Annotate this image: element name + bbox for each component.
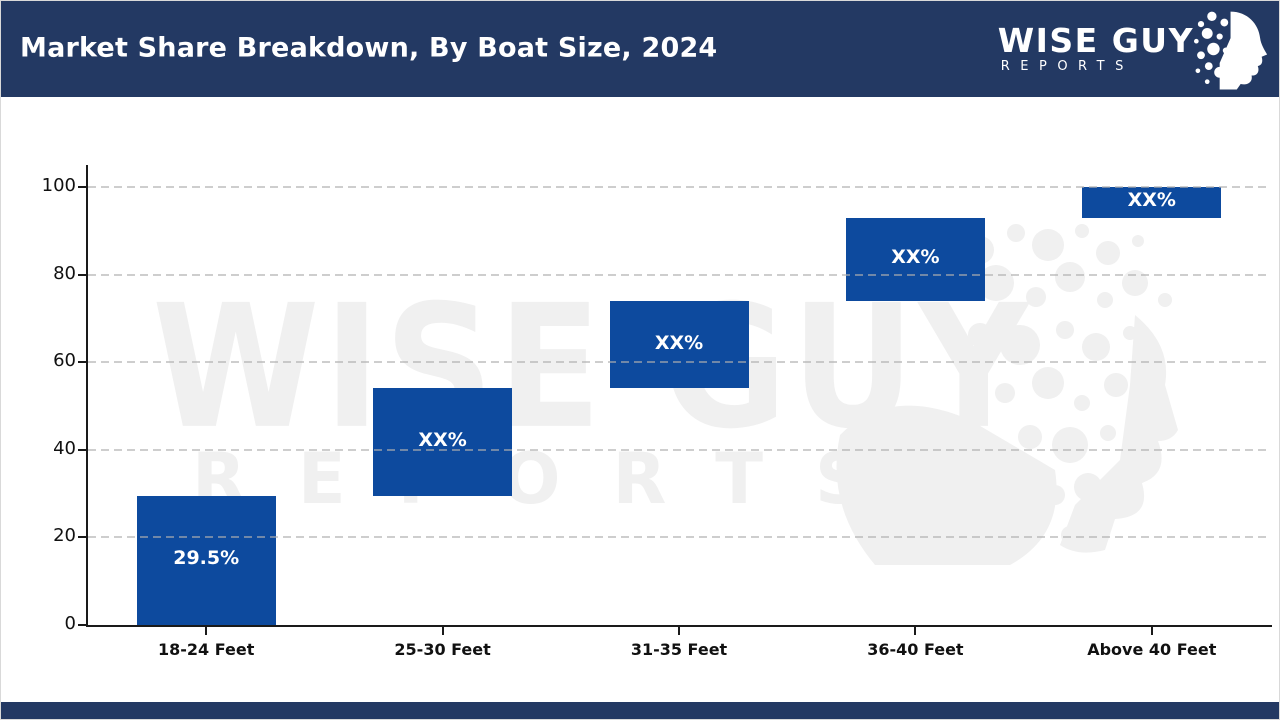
x-tick-mark [678,627,680,635]
watermark-face-graphic [836,224,1178,565]
brand-face-icon [1194,11,1268,90]
brand-subtitle: REPORTS [1000,59,1134,75]
y-tick-label: 80 [53,262,76,284]
chart-bar [373,388,513,496]
y-tick-label: 60 [53,350,76,372]
brand-name: WISE GUY [997,20,1194,60]
bar-value-label: XX% [654,331,704,354]
x-tick-mark [441,627,444,635]
bar-value-label: XX% [891,246,940,269]
x-tick-mark [914,627,917,635]
bar-value-label: XX% [1127,189,1176,212]
chart-bar [1082,186,1222,218]
x-tick-mark [1150,627,1153,635]
gridline [88,536,1270,539]
gridline [88,361,1270,364]
y-tick-label: 40 [53,437,76,459]
gridline [88,273,1270,276]
x-category-label: 18-24 Feet [158,640,255,659]
y-tick-label: 20 [53,525,76,547]
y-tick-mark [78,361,86,364]
brand-logo-text: WISE GUY REPORTS [997,20,1194,75]
y-tick-mark [78,624,86,626]
y-tick-label: 100 [41,174,76,196]
y-tick-mark [78,273,86,276]
x-category-label: 36-40 Feet [867,640,964,659]
y-tick-mark [78,185,86,188]
chart-bar [845,217,985,301]
gridline [88,448,1270,451]
bar-value-label: 29.5% [173,547,240,570]
y-tick-label: 0 [64,613,76,634]
x-tick-mark [205,627,208,635]
footer-band [0,702,1280,720]
y-tick-mark [78,536,86,539]
y-axis-line [86,165,88,627]
x-axis-line [86,625,1272,627]
x-category-label: Above 40 Feet [1087,640,1217,659]
page-title: Market Share Breakdown, By Boat Size, 20… [20,31,718,63]
y-tick-mark [78,448,86,451]
chart-bar [136,495,276,625]
watermark-subtext: REPORTS [192,438,918,520]
x-category-label: 31-35 Feet [630,640,728,659]
header-band: Market Share Breakdown, By Boat Size, 20… [0,0,1280,97]
chart-bar [609,300,749,389]
gridline [88,185,1270,188]
x-category-label: 25-30 Feet [394,640,491,659]
bar-value-label: XX% [418,429,467,452]
brand-logo: WISE GUY REPORTS [998,6,1268,92]
